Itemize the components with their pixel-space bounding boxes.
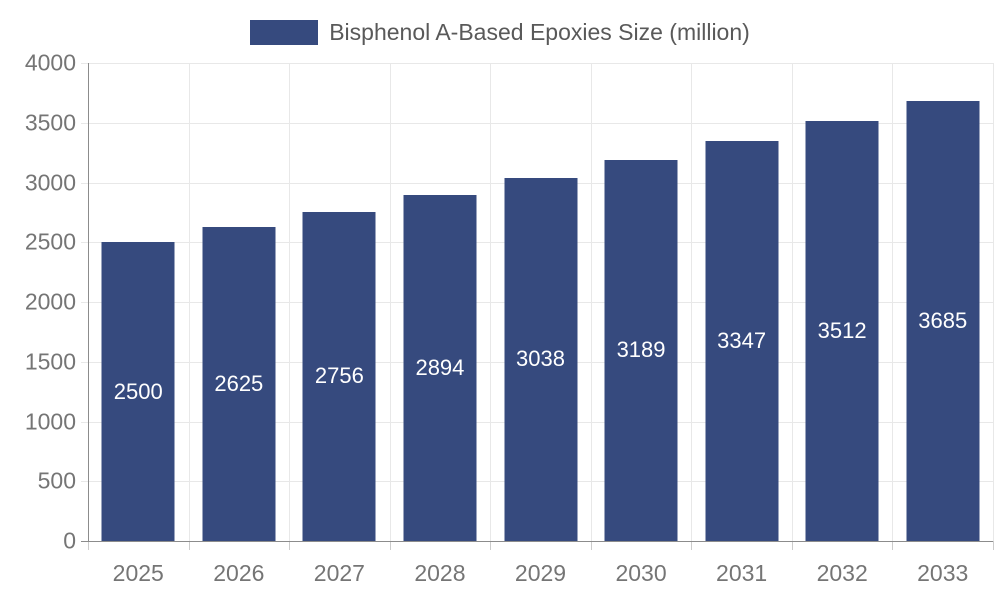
- x-axis-label: 2027: [313, 560, 365, 586]
- gridline-vertical: [590, 63, 592, 541]
- legend-label: Bisphenol A-Based Epoxies Size (million): [329, 19, 750, 45]
- gridline-vertical: [892, 63, 894, 541]
- y-axis-label: 3500: [24, 109, 76, 136]
- gridline-horizontal: [81, 63, 993, 64]
- x-axis-label: 2025: [112, 560, 164, 586]
- gridline-vertical: [490, 63, 492, 541]
- y-axis-label: 0: [63, 527, 76, 554]
- x-axis-label: 2029: [514, 560, 567, 586]
- x-axis-label: 2028: [414, 560, 466, 586]
- x-axis-label: 2030: [615, 560, 667, 586]
- x-axis-tick: [490, 541, 492, 550]
- y-axis-label: 3000: [24, 169, 76, 195]
- x-axis-label: 2032: [816, 560, 868, 586]
- x-axis-label: 2033: [917, 560, 969, 586]
- x-axis-tick: [389, 541, 391, 550]
- bar-value-label: 2500: [113, 378, 163, 404]
- bar-value-label: 3347: [717, 328, 767, 354]
- x-axis-tick: [590, 541, 592, 550]
- bar-value-label: 3038: [516, 346, 565, 372]
- y-axis-line: [88, 63, 89, 541]
- gridline-vertical: [791, 63, 793, 541]
- x-axis-tick: [892, 541, 894, 550]
- bar: 2894: [403, 195, 477, 541]
- bar: 3685: [906, 100, 980, 541]
- x-axis-tick: [691, 541, 693, 550]
- bar-value-label: 2625: [214, 371, 264, 397]
- x-axis-tick: [289, 541, 291, 550]
- y-axis-label: 2000: [24, 288, 76, 315]
- x-axis-tick: [993, 541, 994, 550]
- bar: 2756: [302, 211, 376, 541]
- bar: 3038: [504, 177, 577, 541]
- bar-value-label: 2894: [415, 355, 465, 381]
- x-axis-baseline: [81, 541, 993, 542]
- y-axis-label: 2500: [24, 228, 76, 255]
- gridline-vertical: [188, 63, 190, 541]
- gridline-vertical: [289, 63, 291, 541]
- y-axis-label: 500: [37, 467, 76, 494]
- bar: 2625: [202, 227, 276, 541]
- bar: 3512: [805, 121, 879, 541]
- bar: 2500: [101, 242, 175, 541]
- x-axis-tick: [791, 541, 793, 550]
- bar-value-label: 3685: [918, 307, 968, 333]
- gridline-vertical: [691, 63, 693, 541]
- y-axis-label: 4000: [24, 49, 76, 76]
- bar-value-label: 3189: [616, 337, 666, 363]
- x-axis-label: 2031: [716, 560, 768, 586]
- chart-legend: Bisphenol A-Based Epoxies Size (million): [0, 19, 1000, 46]
- y-axis-label: 1500: [24, 348, 76, 375]
- x-axis-label: 2026: [213, 560, 265, 586]
- bar-value-label: 3512: [817, 318, 867, 344]
- plot-area: 0 500 1000 1500 2000 2500 3000 3500 4000 2500 2625…: [25, 51, 994, 585]
- x-axis-tick: [88, 541, 89, 550]
- x-axis-tick: [188, 541, 190, 550]
- bar-value-label: 2756: [314, 363, 364, 389]
- gridline-horizontal: [81, 122, 993, 124]
- gridline-vertical: [389, 63, 391, 541]
- bar: 3189: [604, 159, 678, 541]
- bar: 3347: [705, 141, 779, 541]
- gridline-vertical: [993, 63, 994, 541]
- y-axis-label: 1000: [24, 408, 76, 434]
- legend-swatch: [250, 20, 319, 45]
